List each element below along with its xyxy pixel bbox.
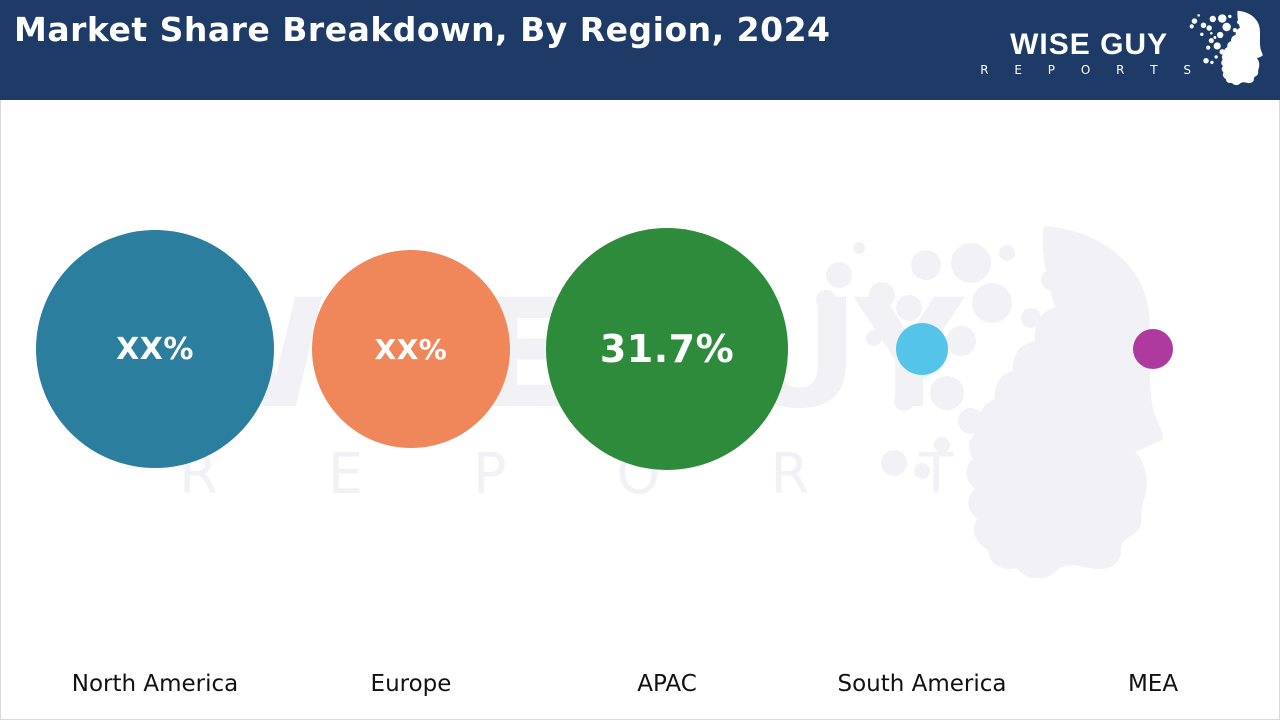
category-label-apac: APAC: [637, 671, 697, 697]
category-label-north-america: North America: [71, 671, 239, 697]
brand-subtitle: R E P O R T S: [980, 62, 1202, 77]
bubble-europe: XX%: [312, 250, 510, 448]
bubble-value-label: 31.7%: [599, 327, 735, 371]
header: Market Share Breakdown, By Region, 2024 …: [0, 0, 1280, 100]
bubble-south-america: [896, 323, 948, 375]
brand-name: WISE GUY: [1010, 28, 1169, 62]
page-title: Market Share Breakdown, By Region, 2024: [14, 10, 831, 49]
bubble-value-label: XX%: [374, 332, 448, 366]
brand-logo: WISE GUY R E P O R T S: [976, 8, 1264, 86]
chart-area: WISE GUY R E P O R T S: [0, 100, 1280, 720]
category-label-europe: Europe: [370, 671, 452, 697]
watermark-face-icon: [799, 218, 1169, 582]
bubble-apac: 31.7%: [546, 228, 788, 470]
wise-guy-face-icon: [1186, 8, 1264, 86]
category-label-mea: MEA: [1127, 671, 1179, 697]
category-label-south-america: South America: [837, 671, 1007, 697]
bubble-value-label: XX%: [116, 331, 194, 367]
bubble-mea: [1133, 329, 1173, 369]
bubble-north-america: XX%: [36, 230, 274, 468]
brand-logo-text: WISE GUY R E P O R T S: [976, 29, 1202, 77]
